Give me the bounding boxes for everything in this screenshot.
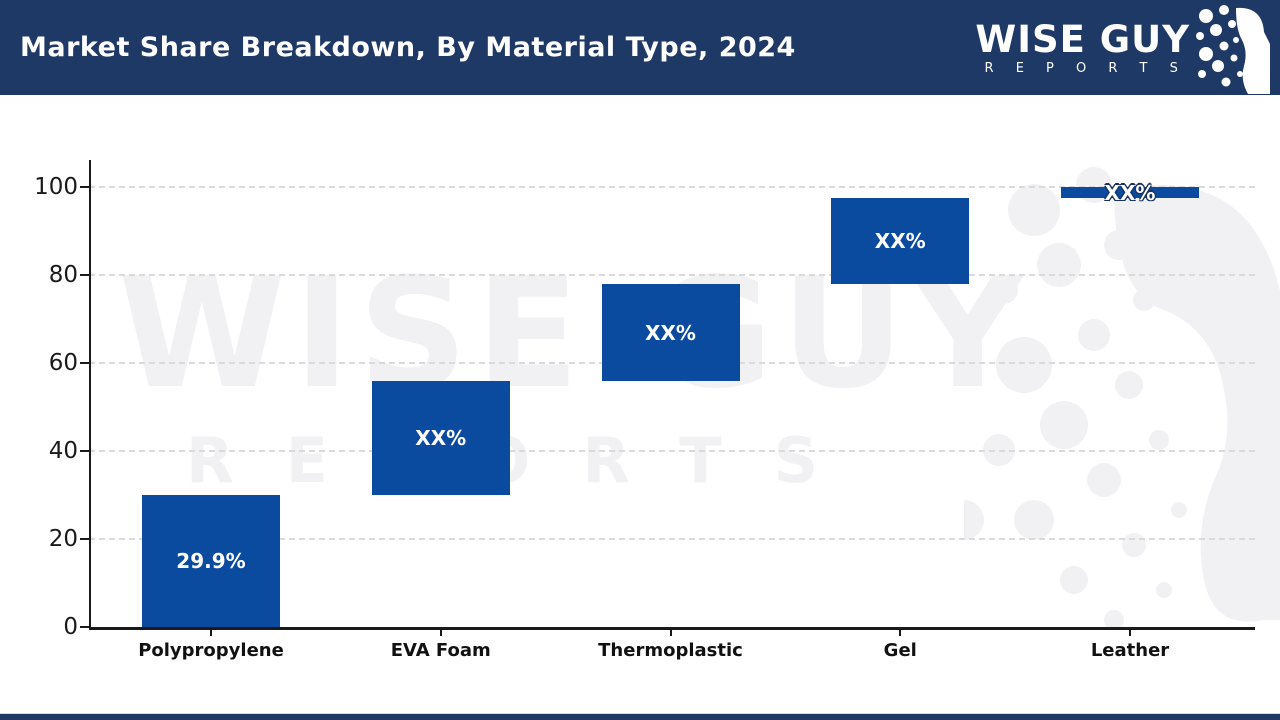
bar-eva-foam: XX% <box>371 381 510 496</box>
category-label-eva-foam: EVA Foam <box>390 640 491 661</box>
y-tick-mark <box>80 186 89 188</box>
x-tick-mark <box>1129 627 1131 636</box>
bar-gel: XX% <box>831 198 970 285</box>
y-tick-label: 0 <box>63 614 78 640</box>
bar-value-label: 29.9% <box>176 549 246 574</box>
x-tick-mark <box>899 627 902 636</box>
bar-value-label: XX% <box>415 426 467 451</box>
footer-divider <box>0 713 1280 714</box>
x-tick-mark <box>439 627 442 636</box>
category-label-gel: Gel <box>883 640 917 661</box>
logo-reports-text: R E P O R T S <box>984 60 1187 76</box>
watermark-face-icon <box>964 167 1280 630</box>
y-tick-mark <box>80 274 89 276</box>
y-tick-mark <box>80 362 89 364</box>
category-label-polypropylene: Polypropylene <box>138 640 284 661</box>
bar-value-label: XX% <box>874 229 926 254</box>
y-tick-label: 80 <box>48 262 78 288</box>
bar-leather: XX% <box>1061 183 1199 203</box>
page-title: Market Share Breakdown, By Material Type… <box>20 32 796 63</box>
bar-thermoplastic: XX% <box>601 284 740 382</box>
bar-polypropylene: 29.9% <box>142 495 280 627</box>
bar-value-label: XX% <box>1104 180 1156 205</box>
y-tick-label: 40 <box>48 438 78 464</box>
x-tick-mark <box>669 627 672 636</box>
y-tick-mark <box>80 538 89 540</box>
y-tick-label: 100 <box>34 174 78 200</box>
x-tick-mark <box>210 627 212 636</box>
gridline <box>89 538 1255 540</box>
x-axis-line <box>89 627 1255 630</box>
y-tick-label: 60 <box>48 350 78 376</box>
footer-bar <box>0 714 1280 720</box>
y-tick-mark <box>80 450 89 452</box>
bar-value-label: XX% <box>645 320 696 345</box>
header-bar: Market Share Breakdown, By Material Type… <box>0 0 1280 95</box>
y-axis-line <box>89 160 91 627</box>
gridline <box>89 450 1255 452</box>
watermark-reports-text: REPORTS <box>186 424 871 497</box>
y-tick-mark <box>80 626 89 628</box>
category-label-thermoplastic: Thermoplastic <box>598 640 743 661</box>
logo-wiseguy-text: WISE GUY <box>975 17 1190 61</box>
gridline <box>89 186 1255 188</box>
brand-logo: WISE GUY R E P O R T S <box>975 0 1270 95</box>
y-tick-label: 20 <box>48 526 78 552</box>
category-label-leather: Leather <box>1090 640 1170 661</box>
logo-face-icon <box>1196 4 1270 94</box>
gridline <box>89 274 1255 276</box>
